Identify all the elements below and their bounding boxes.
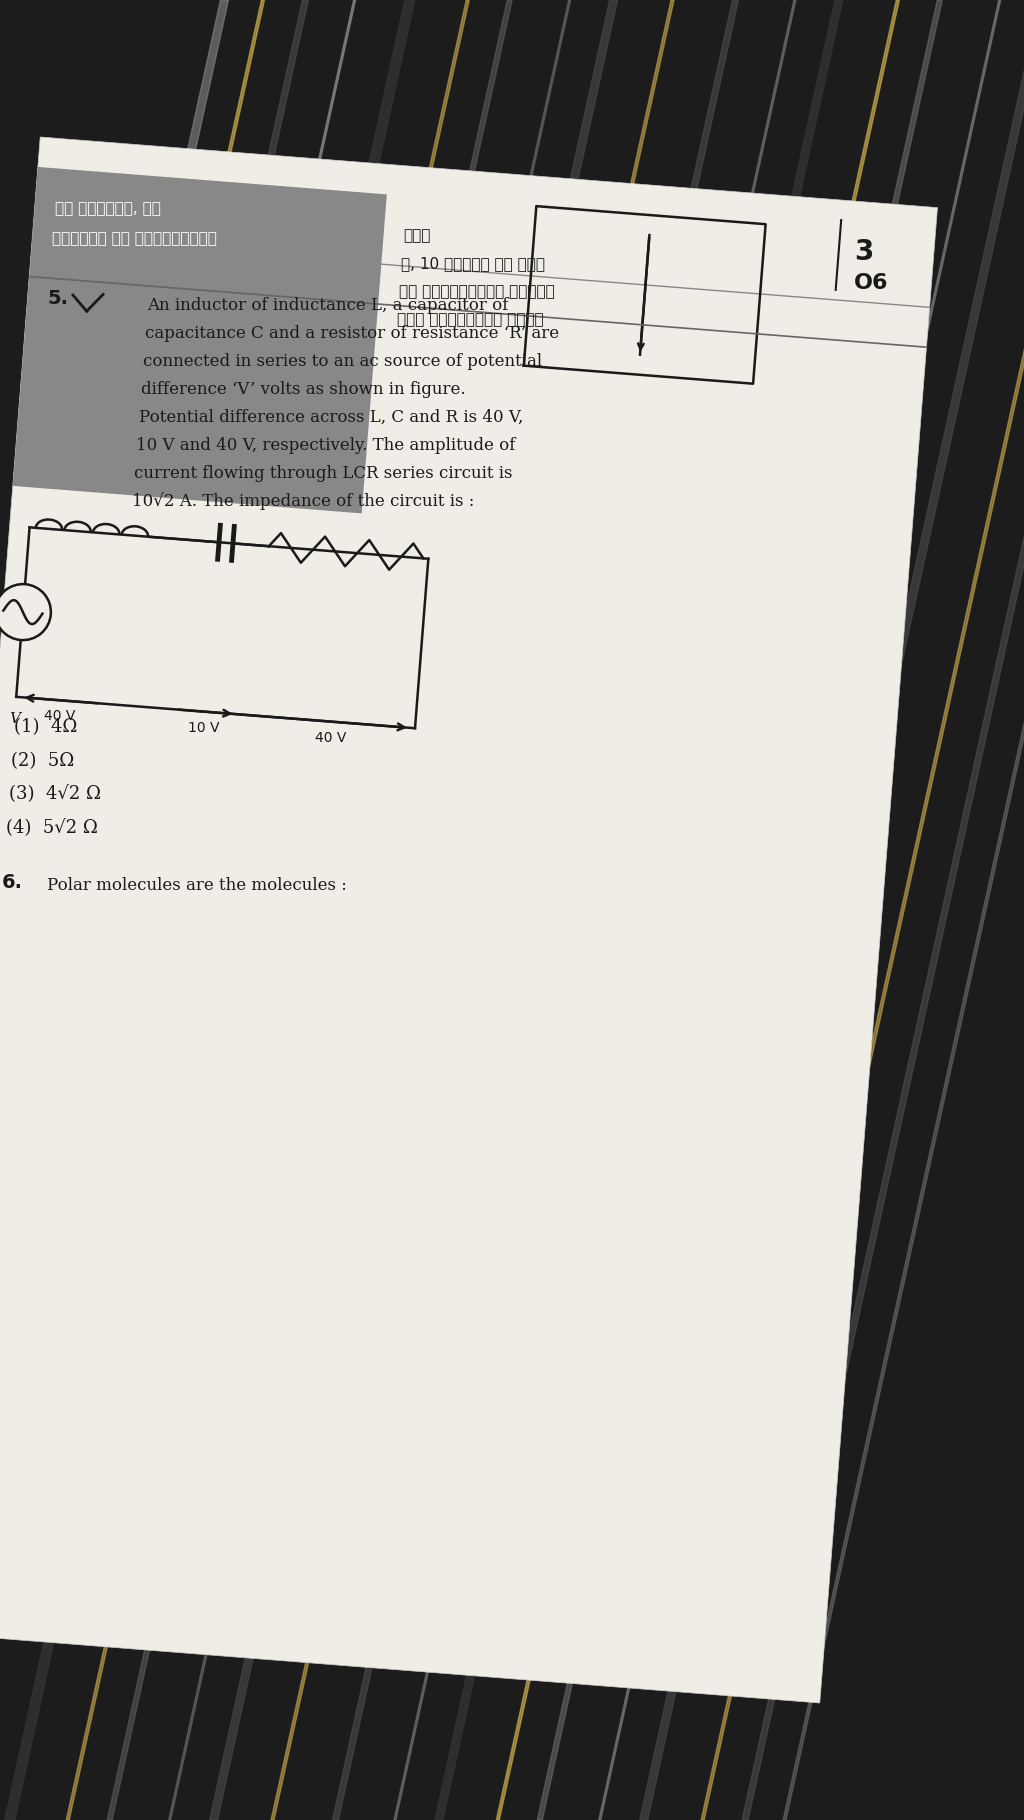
Polygon shape: [333, 0, 738, 1820]
Polygon shape: [169, 0, 570, 1820]
Polygon shape: [435, 0, 843, 1820]
Polygon shape: [0, 136, 937, 1704]
Text: current flowing through LCR series circuit is: current flowing through LCR series circu…: [134, 464, 513, 482]
Polygon shape: [0, 0, 264, 1820]
Polygon shape: [701, 0, 1024, 1820]
Text: 10 V: 10 V: [188, 721, 220, 735]
Polygon shape: [538, 0, 942, 1820]
Text: की प्रतिबाधा ज्ञात: की प्रतिबाधा ज्ञात: [399, 284, 555, 298]
Text: O6: O6: [854, 273, 889, 293]
Text: (2)  5Ω: (2) 5Ω: [11, 752, 75, 770]
Polygon shape: [108, 0, 512, 1820]
Text: connected in series to an ac source of potential: connected in series to an ac source of p…: [143, 353, 542, 369]
Polygon shape: [0, 0, 228, 1820]
Text: कृत: कृत: [403, 228, 431, 244]
Polygon shape: [640, 0, 1024, 1820]
Polygon shape: [742, 0, 1024, 1820]
Text: (1)  4Ω: (1) 4Ω: [14, 717, 77, 735]
Text: में प्रवाहित धारा: में प्रवाहित धारा: [397, 311, 544, 328]
Polygon shape: [783, 0, 1024, 1820]
Polygon shape: [67, 0, 469, 1820]
Polygon shape: [271, 0, 674, 1820]
Text: difference ‘V’ volts as shown in figure.: difference ‘V’ volts as shown in figure.: [140, 380, 465, 399]
Text: 5.: 5.: [48, 289, 69, 308]
Text: (4)  5√2 Ω: (4) 5√2 Ω: [6, 819, 97, 837]
Polygon shape: [497, 0, 899, 1820]
Text: धारिता का प्रतिरोधक: धारिता का प्रतिरोधक: [52, 231, 217, 246]
Polygon shape: [0, 0, 308, 1820]
Text: (3)  4√2 Ω: (3) 4√2 Ω: [8, 786, 100, 804]
Polygon shape: [599, 0, 1000, 1820]
Polygon shape: [394, 0, 796, 1820]
Text: V: V: [9, 712, 20, 726]
Text: 10 V and 40 V, respectively. The amplitude of: 10 V and 40 V, respectively. The amplitu…: [136, 437, 516, 453]
Text: 3: 3: [854, 238, 873, 266]
Text: का प्रकार, एक: का प्रकार, एक: [54, 200, 161, 217]
Polygon shape: [0, 0, 355, 1820]
Polygon shape: [5, 0, 415, 1820]
Text: 6.: 6.: [2, 874, 23, 892]
Text: An inductor of inductance L, a capacitor of: An inductor of inductance L, a capacitor…: [147, 297, 509, 315]
Text: ए, 10 वोल्ट है तथा: ए, 10 वोल्ट है तथा: [401, 257, 546, 271]
Polygon shape: [12, 167, 387, 513]
Circle shape: [0, 584, 51, 641]
Polygon shape: [210, 0, 617, 1820]
Text: capacitance C and a resistor of resistance ‘R’ are: capacitance C and a resistor of resistan…: [145, 326, 559, 342]
Text: 40 V: 40 V: [44, 710, 75, 723]
Text: 40 V: 40 V: [315, 730, 347, 744]
Text: Potential difference across L, C and R is 40 V,: Potential difference across L, C and R i…: [138, 410, 523, 426]
Text: 10√2 A. The impedance of the circuit is :: 10√2 A. The impedance of the circuit is …: [132, 493, 474, 510]
Text: Polar molecules are the molecules :: Polar molecules are the molecules :: [46, 877, 346, 894]
